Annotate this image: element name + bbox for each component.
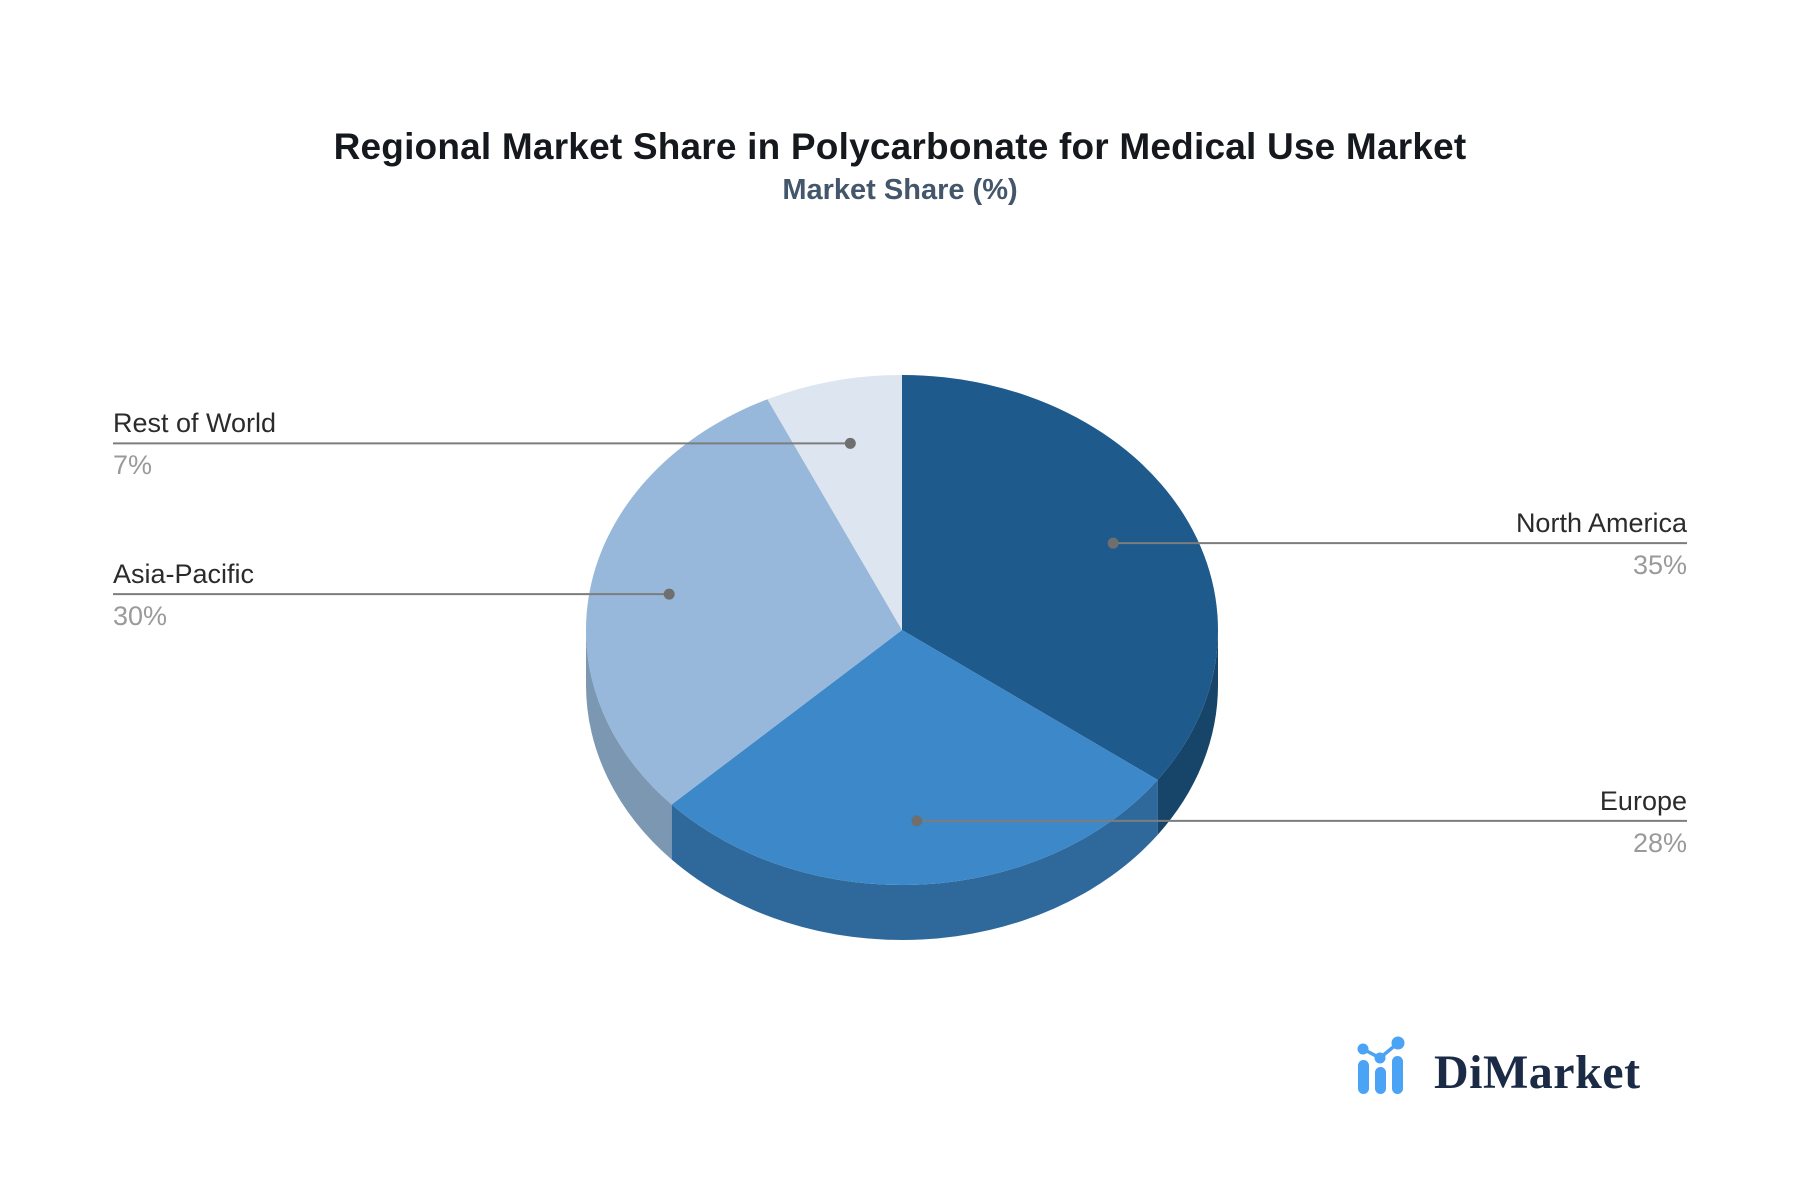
slice-value: 35% (1632, 550, 1687, 581)
label-anchor-dot (844, 437, 856, 449)
logo-dot-2 (1374, 1052, 1386, 1064)
pie-slice-side-europe (671, 779, 1158, 941)
pie-slice-asia-pacific (586, 399, 902, 805)
slice-name: Rest of World (113, 408, 277, 439)
label-north-america: North America 35% (1516, 506, 1687, 580)
pie-slice-north-america (902, 375, 1219, 780)
pie-slice-side-asia-pacific (586, 630, 672, 860)
logo-dot-1 (1357, 1043, 1369, 1055)
bar-line-chart-icon (1357, 1036, 1405, 1094)
label-anchor-dot (1107, 537, 1119, 549)
logo-bar-1 (1358, 1060, 1369, 1094)
slice-name: North America (1515, 508, 1687, 539)
label-anchor-dot (663, 588, 675, 600)
slice-value: 7% (113, 450, 153, 481)
pie-slice-rest-of-world (767, 375, 902, 630)
slice-value: 30% (113, 601, 168, 632)
pie-slice-side-north-america (1157, 630, 1218, 835)
logo-dot-3 (1391, 1036, 1405, 1050)
label-rest-of-world: Rest of World 7% (113, 406, 276, 480)
dimarket-logo: DiMarket (1356, 1036, 1641, 1097)
label-europe: Europe 28% (1600, 784, 1687, 858)
logo-bar-2 (1375, 1067, 1386, 1094)
chart-subtitle: Market Share (%) (782, 174, 1018, 206)
label-asia-pacific: Asia-Pacific 30% (113, 557, 254, 631)
logo-bar-3 (1392, 1056, 1403, 1094)
slice-name: Asia-Pacific (113, 559, 255, 590)
brand-name: DiMarket (1434, 1046, 1641, 1099)
label-anchor-dot (911, 815, 923, 827)
slice-name: Europe (1599, 785, 1687, 816)
slice-value: 28% (1632, 827, 1687, 858)
page-title: Regional Market Share in Polycarbonate f… (333, 126, 1467, 167)
